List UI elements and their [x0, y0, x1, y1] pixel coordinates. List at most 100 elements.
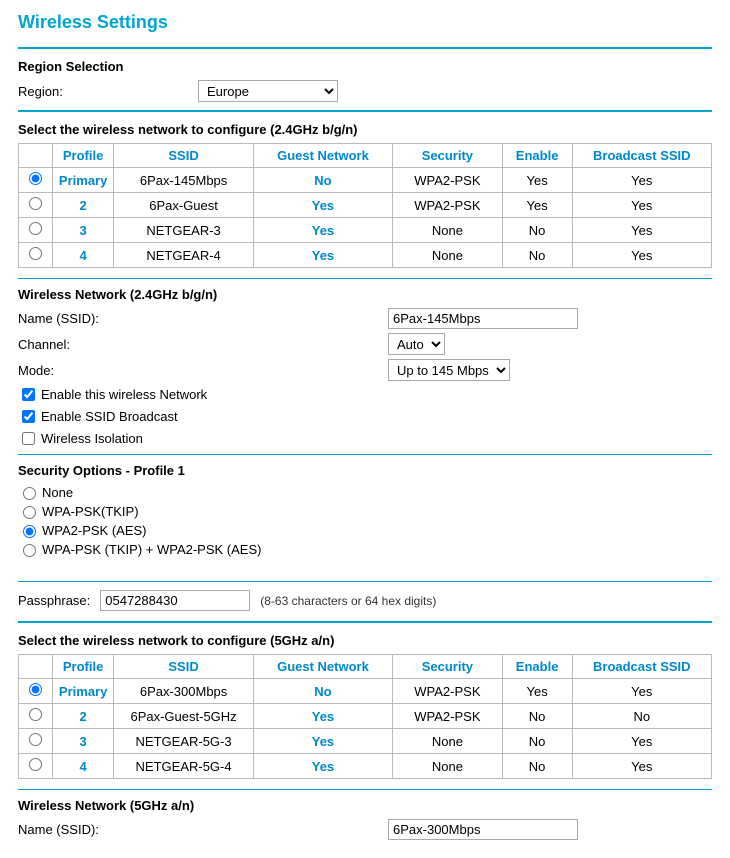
profile-cell[interactable]: Primary: [52, 168, 113, 193]
row-radio-cell: [19, 679, 53, 704]
profile-cell[interactable]: 2: [52, 704, 113, 729]
table-row: 26Pax-GuestYesWPA2-PSKYesYes: [19, 193, 712, 218]
select-profile-radio[interactable]: [29, 222, 42, 235]
select-profile-radio[interactable]: [29, 197, 42, 210]
table-row: Primary6Pax-300MbpsNoWPA2-PSKYesYes: [19, 679, 712, 704]
select-profile-radio[interactable]: [29, 708, 42, 721]
security-option-label: None: [42, 485, 73, 500]
col-security: Security: [393, 655, 503, 679]
col-broadcast: Broadcast SSID: [572, 655, 711, 679]
divider: [18, 621, 712, 623]
ssid-cell: NETGEAR-5G-4: [114, 754, 253, 779]
row-radio-cell: [19, 218, 53, 243]
security-option-radio[interactable]: [23, 544, 36, 557]
mode-select[interactable]: Up to 145 Mbps: [388, 359, 510, 381]
security-option-label: WPA-PSK(TKIP): [42, 504, 139, 519]
table-row: Primary6Pax-145MbpsNoWPA2-PSKYesYes: [19, 168, 712, 193]
enable-cell: No: [502, 218, 572, 243]
passphrase-hint: (8-63 characters or 64 hex digits): [260, 594, 436, 608]
profile-cell[interactable]: 2: [52, 193, 113, 218]
net24-heading: Select the wireless network to configure…: [18, 122, 712, 137]
enable-ssid-broadcast-checkbox[interactable]: [22, 410, 35, 423]
col-ssid: SSID: [114, 144, 253, 168]
table-header-row: Profile SSID Guest Network Security Enab…: [19, 655, 712, 679]
region-label: Region:: [18, 84, 198, 99]
enable-cell: Yes: [502, 193, 572, 218]
broadcast-cell: No: [572, 704, 711, 729]
passphrase-input[interactable]: [100, 590, 250, 611]
guest-cell[interactable]: Yes: [253, 218, 392, 243]
divider: [18, 47, 712, 49]
broadcast-cell: Yes: [572, 729, 711, 754]
ssid-cell: NETGEAR-4: [114, 243, 253, 268]
ssid5-name-input[interactable]: [388, 819, 578, 840]
broadcast-cell: Yes: [572, 679, 711, 704]
ssid-cell: 6Pax-Guest-5GHz: [114, 704, 253, 729]
security-heading: Security Options - Profile 1: [18, 463, 712, 478]
net24-table: Profile SSID Guest Network Security Enab…: [18, 143, 712, 268]
mode-label: Mode:: [18, 363, 388, 378]
security-option-radio[interactable]: [23, 487, 36, 500]
guest-cell[interactable]: Yes: [253, 243, 392, 268]
select-profile-radio[interactable]: [29, 683, 42, 696]
security-cell: WPA2-PSK: [393, 704, 503, 729]
divider: [18, 581, 712, 582]
guest-cell[interactable]: No: [253, 679, 392, 704]
ssid-cell: 6Pax-145Mbps: [114, 168, 253, 193]
divider: [18, 110, 712, 112]
security-option-row: None: [18, 484, 712, 500]
region-select[interactable]: Europe: [198, 80, 338, 102]
enable-cell: Yes: [502, 168, 572, 193]
security-cell: None: [393, 218, 503, 243]
wireless-isolation-checkbox[interactable]: [22, 432, 35, 445]
security-option-label: WPA-PSK (TKIP) + WPA2-PSK (AES): [42, 542, 261, 557]
select-profile-radio[interactable]: [29, 172, 42, 185]
table-row: 3NETGEAR-5G-3YesNoneNoYes: [19, 729, 712, 754]
select-profile-radio[interactable]: [29, 758, 42, 771]
channel-select[interactable]: Auto: [388, 333, 445, 355]
table-row: 4NETGEAR-5G-4YesNoneNoYes: [19, 754, 712, 779]
net5-table: Profile SSID Guest Network Security Enab…: [18, 654, 712, 779]
profile-cell[interactable]: 4: [52, 243, 113, 268]
table-row: 3NETGEAR-3YesNoneNoYes: [19, 218, 712, 243]
security-cell: WPA2-PSK: [393, 679, 503, 704]
col-radio: [19, 144, 53, 168]
profile-cell[interactable]: Primary: [52, 679, 113, 704]
enable-cell: Yes: [502, 679, 572, 704]
profile-cell[interactable]: 4: [52, 754, 113, 779]
profile-cell[interactable]: 3: [52, 218, 113, 243]
security-option-label: WPA2-PSK (AES): [42, 523, 147, 538]
region-heading: Region Selection: [18, 59, 712, 74]
security-cell: None: [393, 729, 503, 754]
enable-cell: No: [502, 243, 572, 268]
enable-wireless-checkbox[interactable]: [22, 388, 35, 401]
security-cell: None: [393, 754, 503, 779]
security-option-row: WPA2-PSK (AES): [18, 522, 712, 538]
security-cell: WPA2-PSK: [393, 193, 503, 218]
row-radio-cell: [19, 729, 53, 754]
profile-cell[interactable]: 3: [52, 729, 113, 754]
security-option-radio[interactable]: [23, 525, 36, 538]
security-cell: None: [393, 243, 503, 268]
select-profile-radio[interactable]: [29, 733, 42, 746]
ssid5-name-label: Name (SSID):: [18, 822, 388, 837]
col-broadcast: Broadcast SSID: [572, 144, 711, 168]
col-enable: Enable: [502, 144, 572, 168]
security-option-radio[interactable]: [23, 506, 36, 519]
guest-cell[interactable]: Yes: [253, 754, 392, 779]
enable-cell: No: [502, 704, 572, 729]
ssid-name-input[interactable]: [388, 308, 578, 329]
channel-label: Channel:: [18, 337, 388, 352]
guest-cell[interactable]: Yes: [253, 729, 392, 754]
net5-heading: Select the wireless network to configure…: [18, 633, 712, 648]
guest-cell[interactable]: Yes: [253, 193, 392, 218]
ssid-cell: 6Pax-300Mbps: [114, 679, 253, 704]
guest-cell[interactable]: No: [253, 168, 392, 193]
row-radio-cell: [19, 243, 53, 268]
guest-cell[interactable]: Yes: [253, 704, 392, 729]
col-guest: Guest Network: [253, 144, 392, 168]
col-radio: [19, 655, 53, 679]
col-ssid: SSID: [114, 655, 253, 679]
select-profile-radio[interactable]: [29, 247, 42, 260]
enable-wireless-label: Enable this wireless Network: [41, 387, 207, 402]
